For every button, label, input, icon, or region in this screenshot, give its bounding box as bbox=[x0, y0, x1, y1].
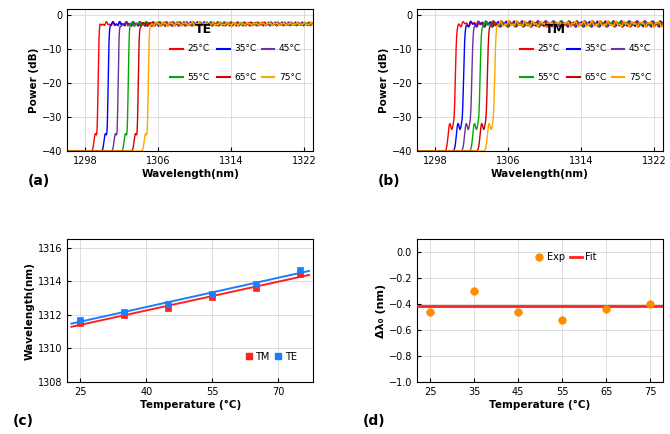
Text: (d): (d) bbox=[362, 414, 385, 427]
Point bbox=[163, 300, 174, 307]
Fit bbox=[478, 303, 486, 308]
Text: (c): (c) bbox=[13, 414, 34, 427]
Point bbox=[295, 271, 306, 278]
Text: 35°C: 35°C bbox=[234, 44, 257, 53]
Text: 65°C: 65°C bbox=[584, 72, 607, 82]
Text: 25°C: 25°C bbox=[537, 44, 559, 53]
Text: 55°C: 55°C bbox=[188, 72, 210, 82]
Text: (a): (a) bbox=[27, 174, 50, 188]
Fit bbox=[413, 303, 421, 308]
X-axis label: Wavelength(nm): Wavelength(nm) bbox=[491, 169, 589, 179]
Point bbox=[119, 312, 129, 319]
Y-axis label: Wavelength(nm): Wavelength(nm) bbox=[25, 262, 35, 360]
Text: 45°C: 45°C bbox=[629, 44, 651, 53]
Text: (b): (b) bbox=[377, 174, 400, 188]
X-axis label: Wavelength(nm): Wavelength(nm) bbox=[141, 169, 239, 179]
Text: 25°C: 25°C bbox=[188, 44, 210, 53]
Exp bbox=[557, 316, 567, 323]
Exp bbox=[513, 309, 523, 316]
Legend: TM, TE: TM, TE bbox=[241, 348, 301, 366]
X-axis label: Temperature (°C): Temperature (°C) bbox=[490, 400, 591, 410]
Point bbox=[75, 319, 86, 326]
Legend: Exp, Fit: Exp, Fit bbox=[529, 249, 600, 266]
Text: 75°C: 75°C bbox=[279, 72, 301, 82]
Fit bbox=[647, 303, 655, 308]
Text: TM: TM bbox=[545, 23, 566, 36]
Exp bbox=[425, 309, 436, 316]
Fit bbox=[427, 303, 436, 308]
Exp bbox=[469, 288, 480, 295]
Fit bbox=[659, 303, 667, 308]
Point bbox=[163, 304, 174, 311]
Point bbox=[207, 294, 218, 301]
Point bbox=[207, 291, 218, 298]
Y-axis label: Power (dB): Power (dB) bbox=[379, 47, 389, 112]
Text: 45°C: 45°C bbox=[279, 44, 301, 53]
Text: 55°C: 55°C bbox=[537, 72, 560, 82]
Text: TE: TE bbox=[195, 23, 212, 36]
Point bbox=[251, 280, 261, 287]
Exp bbox=[645, 301, 655, 308]
Point bbox=[119, 309, 129, 316]
Point bbox=[75, 316, 86, 323]
Text: 75°C: 75°C bbox=[629, 72, 651, 82]
Fit bbox=[423, 303, 431, 308]
Y-axis label: Δλ₀ (nm): Δλ₀ (nm) bbox=[376, 284, 386, 338]
Text: 35°C: 35°C bbox=[584, 44, 607, 53]
X-axis label: Temperature (°C): Temperature (°C) bbox=[139, 400, 241, 410]
Y-axis label: Power (dB): Power (dB) bbox=[29, 47, 39, 112]
Fit bbox=[639, 303, 647, 308]
Exp bbox=[601, 306, 612, 313]
Text: 65°C: 65°C bbox=[234, 72, 257, 82]
Point bbox=[251, 284, 261, 291]
Point bbox=[295, 266, 306, 273]
Fit bbox=[459, 303, 467, 308]
